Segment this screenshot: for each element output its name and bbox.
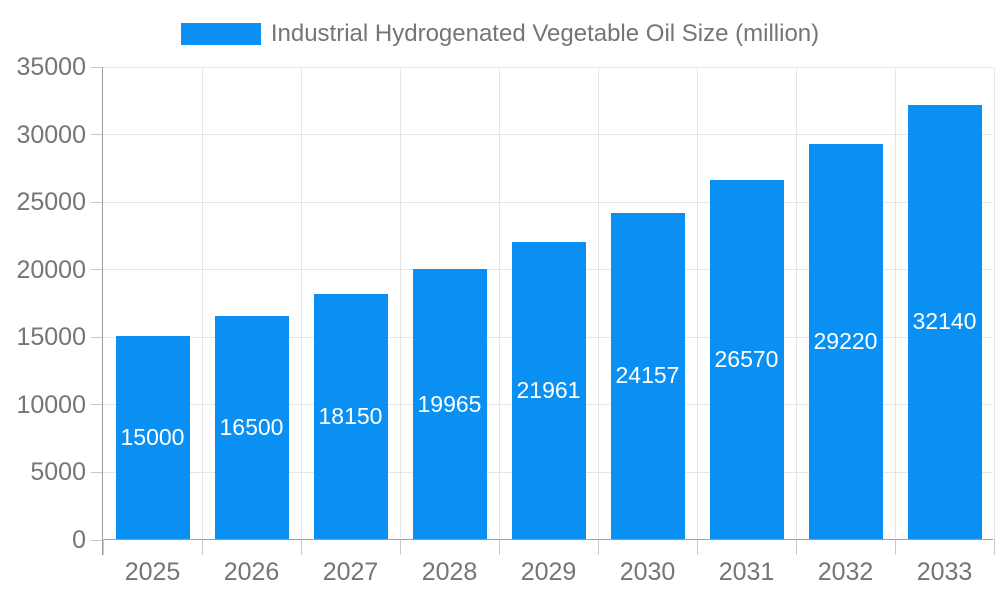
legend-swatch[interactable] — [180, 23, 261, 45]
gridline-vertical — [201, 67, 203, 539]
legend: Industrial Hydrogenated Vegetable Oil Si… — [0, 20, 1000, 48]
gridline-vertical — [597, 67, 599, 539]
gridline-vertical — [696, 67, 698, 539]
y-axis-tick — [91, 201, 102, 203]
x-axis-tick — [894, 539, 896, 555]
gridline-vertical — [300, 67, 302, 539]
legend-label[interactable]: Industrial Hydrogenated Vegetable Oil Si… — [270, 20, 820, 47]
x-axis-tick — [300, 539, 302, 555]
x-axis-label: 2028 — [421, 558, 478, 586]
y-axis-label: 15000 — [16, 323, 86, 352]
y-axis-line-extension — [102, 539, 103, 555]
bar[interactable]: 26570 — [709, 179, 784, 539]
bar[interactable]: 29220 — [808, 144, 883, 539]
y-axis-label: 20000 — [16, 255, 86, 284]
gridline-horizontal — [103, 66, 993, 68]
x-axis-label: 2033 — [916, 558, 973, 586]
gridline-horizontal — [103, 201, 993, 203]
plot-area: 0 5000 10000 15000 20000 25000 30000 35000 15000… — [16, 54, 995, 586]
bar[interactable]: 19965 — [412, 269, 487, 539]
bar[interactable]: 18150 — [313, 293, 388, 539]
gridline-vertical — [894, 67, 896, 539]
bar-value-label: 18150 — [318, 402, 383, 429]
bar[interactable]: 32140 — [907, 104, 982, 539]
bar-value-label: 26570 — [714, 345, 779, 372]
gridline-vertical — [795, 67, 797, 539]
bar-value-label: 16500 — [219, 414, 284, 440]
x-axis-label: 2031 — [718, 558, 775, 586]
bar[interactable]: 16500 — [214, 316, 289, 539]
y-axis-tick — [91, 336, 102, 338]
x-axis-label: 2026 — [223, 558, 280, 586]
bar[interactable]: 24157 — [610, 212, 685, 539]
x-axis-tick — [201, 539, 203, 555]
x-axis-label: 2030 — [619, 558, 676, 586]
x-axis-tick — [498, 539, 500, 555]
y-axis-tick — [91, 269, 102, 271]
bar-value-label: 19965 — [417, 390, 482, 417]
x-axis-tick — [399, 539, 401, 555]
bar-value-label: 15000 — [120, 424, 185, 451]
y-axis-tick — [91, 471, 102, 473]
y-axis-tick — [91, 404, 102, 406]
x-axis-label: 2032 — [817, 558, 874, 586]
y-axis-label: 10000 — [16, 390, 86, 419]
bar-value-label: 29220 — [813, 328, 878, 355]
y-axis-label: 25000 — [16, 188, 86, 217]
bar-value-label: 32140 — [912, 308, 977, 335]
y-axis-label: 0 — [72, 526, 86, 554]
x-axis-tick — [696, 539, 698, 555]
y-axis-label: 5000 — [30, 458, 86, 487]
y-axis-label: 35000 — [16, 53, 86, 81]
bar-value-label: 24157 — [615, 362, 680, 389]
y-axis-label: 30000 — [16, 120, 86, 149]
bar-value-label: 21961 — [516, 377, 581, 404]
y-axis-tick — [91, 66, 102, 68]
y-axis-tick — [91, 539, 102, 541]
bar[interactable]: 15000 — [115, 336, 190, 539]
x-axis-label: 2029 — [520, 558, 577, 586]
gridline-vertical — [399, 67, 401, 539]
y-axis-tick — [91, 134, 102, 136]
gridline-horizontal — [103, 134, 993, 136]
x-axis-tick — [993, 539, 995, 555]
x-axis-tick — [795, 539, 797, 555]
gridline-vertical — [498, 67, 500, 539]
x-axis-label: 2025 — [124, 558, 181, 586]
x-axis-tick — [102, 539, 104, 555]
x-axis-tick — [597, 539, 599, 555]
gridline-vertical — [993, 67, 995, 539]
x-axis-label: 2027 — [322, 558, 379, 586]
bar[interactable]: 21961 — [511, 242, 586, 539]
